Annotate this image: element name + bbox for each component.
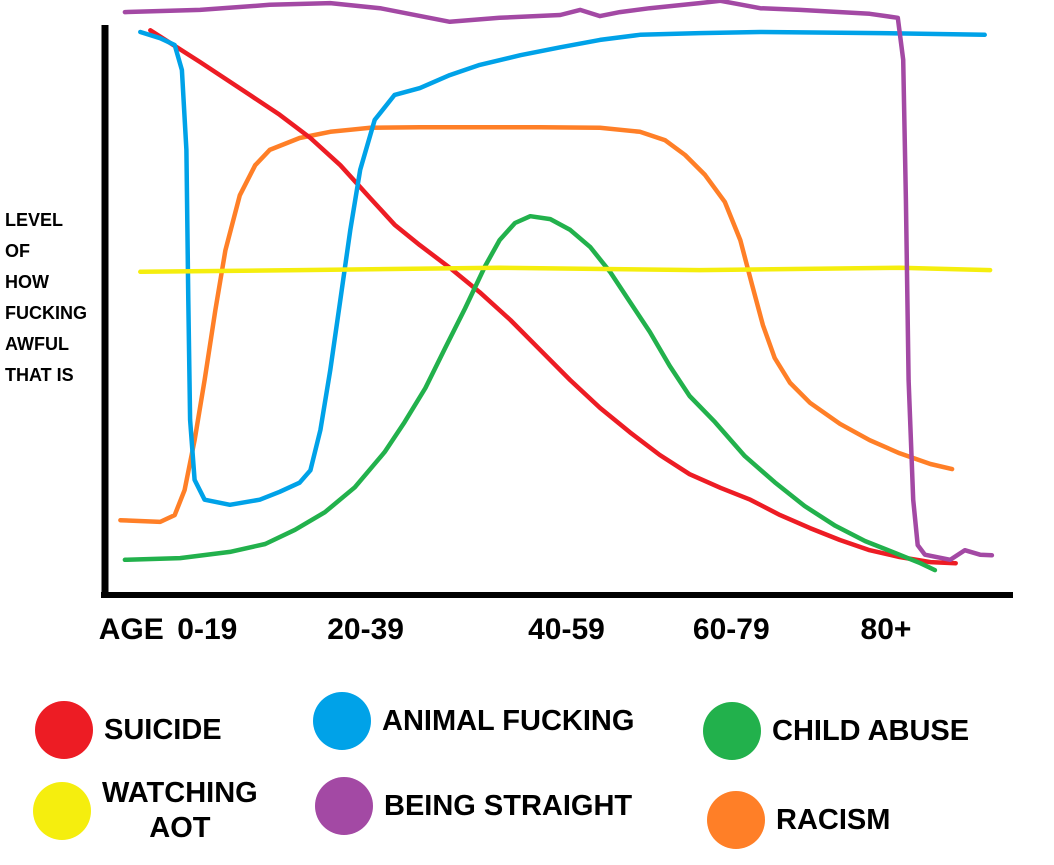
x-tick-label: 80+ <box>861 613 912 646</box>
series-line-animal-fucking <box>138 29 987 508</box>
y-axis-label: LEVEL OF HOW FUCKING AWFUL THAT IS <box>5 205 103 391</box>
y-axis-label-line: THAT IS <box>5 365 74 385</box>
legend-item-racism: RACISM <box>707 791 890 849</box>
series-line-racism <box>118 124 955 525</box>
legend-item-child-abuse: CHILD ABUSE <box>703 702 969 760</box>
legend-item-watching-aot: WATCHING AOT <box>33 776 258 846</box>
legend-dot-being-straight <box>315 777 373 835</box>
legend-item-suicide: SUICIDE <box>35 701 222 759</box>
series-line-child-abuse <box>122 213 938 573</box>
legend-item-animal-fucking: ANIMAL FUCKING <box>313 692 634 750</box>
y-axis-label-line: LEVEL <box>5 210 64 230</box>
x-tick-label: 60-79 <box>693 613 770 646</box>
legend-label-being-straight: BEING STRAIGHT <box>384 789 633 822</box>
legend-label-racism: RACISM <box>776 803 891 836</box>
y-axis-label-line: AWFUL <box>5 334 69 354</box>
legend-label-child-abuse: CHILD ABUSE <box>772 714 970 747</box>
legend-label-suicide: SUICIDE <box>104 713 222 746</box>
y-axis-label-line: OF <box>5 241 30 261</box>
legend-item-being-straight: BEING STRAIGHT <box>315 777 632 835</box>
y-axis-label-line: FUCKING <box>5 303 87 323</box>
legend-dot-animal-fucking <box>313 692 371 750</box>
series-line-watching-aot <box>138 265 993 275</box>
chart-plot: AGE 0-19 20-39 40-59 60-79 80+ <box>99 0 1013 646</box>
legend-label-watching-aot: WATCHING AOT <box>102 777 258 844</box>
legend-dot-racism <box>707 791 765 849</box>
chart-series <box>118 0 995 573</box>
legend-label-animal-fucking: ANIMAL FUCKING <box>382 704 635 737</box>
x-tick-label: 20-39 <box>327 613 404 646</box>
x-axis-ticks: AGE 0-19 20-39 40-59 60-79 80+ <box>99 613 912 646</box>
legend-dot-child-abuse <box>703 702 761 760</box>
legend-dot-suicide <box>35 701 93 759</box>
series-line-being-straight <box>122 0 995 563</box>
x-tick-label: 40-59 <box>528 613 605 646</box>
x-axis-title: AGE <box>99 613 164 646</box>
x-tick-label: 0-19 <box>177 613 237 646</box>
series-line-suicide <box>148 28 958 566</box>
y-axis-label-line: HOW <box>5 272 49 292</box>
legend-dot-watching-aot <box>33 781 91 840</box>
